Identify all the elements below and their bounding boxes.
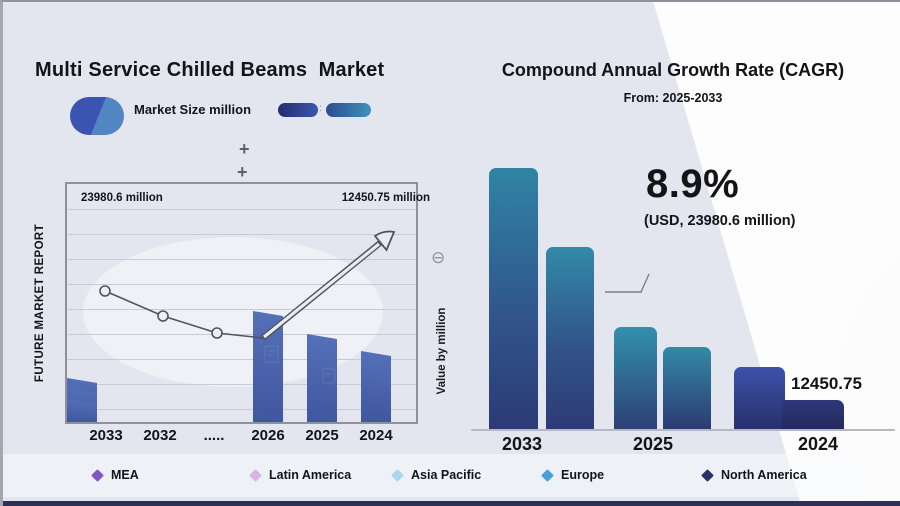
market-size-legend-label: Market Size million bbox=[134, 102, 252, 117]
x-tick: 2033 bbox=[501, 434, 543, 454]
cagr-end-value: 12450.75 bbox=[791, 374, 862, 393]
gradient-pill-dark-icon bbox=[278, 103, 318, 117]
pill-separator: : bbox=[319, 103, 322, 114]
market-size-chart: 23980.6 million 12450.75 million bbox=[65, 182, 430, 424]
plus-icon: + bbox=[237, 162, 248, 182]
market-size-pill-icon bbox=[70, 97, 124, 135]
legend-item-latin-america: Latin America bbox=[249, 468, 351, 482]
legend-background-strip bbox=[3, 454, 863, 497]
cagr-value: 8.9% bbox=[646, 162, 740, 206]
x-tick: 2024 bbox=[359, 427, 393, 444]
chart-gridlines bbox=[67, 209, 416, 412]
document-watermark-icon bbox=[264, 345, 336, 384]
gradient-pill-teal-icon bbox=[326, 103, 371, 117]
diamond-icon bbox=[91, 468, 104, 482]
watermark-vertical-label: FUTURE MARKET REPORT bbox=[34, 223, 46, 383]
diamond-icon bbox=[541, 468, 554, 482]
cagr-bar-2033-b bbox=[546, 247, 594, 430]
x-tick: 2025 bbox=[632, 434, 674, 454]
legend-item-mea: MEA bbox=[91, 468, 139, 482]
cagr-bar-2024-b bbox=[782, 400, 844, 430]
diamond-icon bbox=[249, 468, 262, 482]
cagr-title: Compound Annual Growth Rate (CAGR) bbox=[501, 60, 845, 80]
x-tick: 2032 bbox=[143, 427, 177, 444]
x-tick: ..... bbox=[203, 427, 225, 444]
bar-2024 bbox=[67, 399, 97, 422]
end-value-label: 12450.75 million bbox=[341, 192, 430, 204]
legend-item-europe: Europe bbox=[541, 468, 604, 482]
diamond-icon bbox=[701, 468, 714, 482]
x-tick: 2024 bbox=[797, 434, 839, 454]
bar-2032 bbox=[307, 334, 337, 422]
cagr-context: (USD, 23980.6 million) bbox=[644, 213, 796, 229]
start-value-label: 23980.6 million bbox=[81, 192, 163, 204]
plus-icon: + bbox=[239, 139, 250, 159]
cagr-bar-2033-a bbox=[489, 168, 538, 430]
corner-bracket-decoration bbox=[605, 273, 650, 293]
page-title: Multi Service Chilled Beams Market bbox=[35, 59, 385, 81]
bar-mid bbox=[361, 351, 391, 422]
cagr-bar-2025-a bbox=[614, 327, 657, 430]
cagr-chart bbox=[473, 152, 893, 430]
bottom-accent-bar bbox=[3, 501, 900, 506]
cagr-chart-baseline bbox=[471, 429, 895, 431]
x-tick: 2025 bbox=[305, 427, 339, 444]
cagr-subtitle: From: 2025-2033 bbox=[623, 91, 723, 105]
trend-line-and-arrow bbox=[99, 230, 396, 384]
minus-circle-icon: ⊖ bbox=[431, 248, 446, 267]
x-tick: 2033 bbox=[89, 427, 123, 444]
cagr-bar-2025-b bbox=[663, 347, 711, 430]
legend-item-north-america: North America bbox=[701, 468, 807, 482]
x-tick: 2026 bbox=[251, 427, 285, 444]
cagr-bar-2024-a bbox=[734, 367, 785, 430]
y-axis-label: Value by million bbox=[436, 307, 448, 395]
legend-item-asia-pacific: Asia Pacific bbox=[391, 468, 481, 482]
diamond-icon bbox=[391, 468, 404, 482]
